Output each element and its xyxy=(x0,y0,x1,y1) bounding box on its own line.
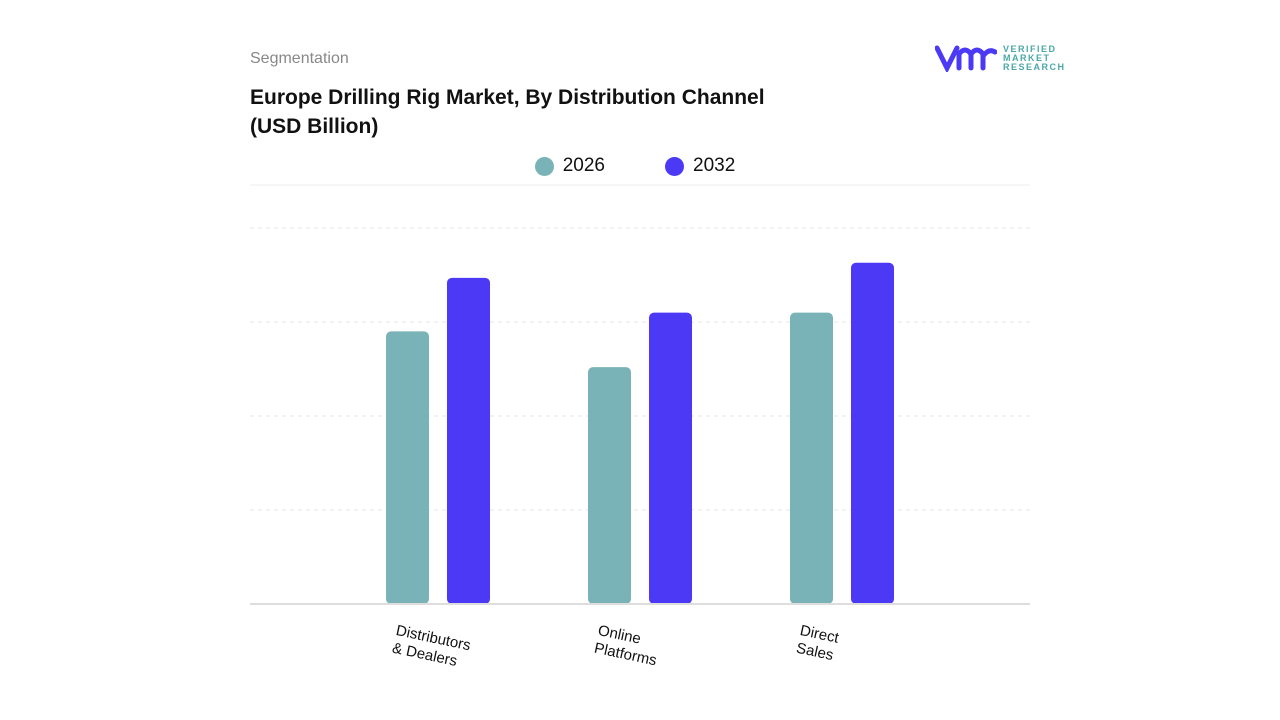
bar-2032 xyxy=(649,312,692,604)
legend-label: 2026 xyxy=(562,155,605,176)
legend-dot xyxy=(534,156,554,176)
bar-2032 xyxy=(851,262,894,604)
chart-title: Europe Drilling Rig Market, By Distribut… xyxy=(250,86,765,138)
logo: VERIFIED MARKET RESEARCH xyxy=(935,44,1066,72)
legend-item-2032: 2032 xyxy=(665,155,735,177)
bar-2026 xyxy=(386,331,429,604)
legend-dot xyxy=(665,156,684,176)
legend: 2026 2032 xyxy=(0,155,1280,177)
segment-label: Segmentation xyxy=(250,50,349,67)
legend-label: 2032 xyxy=(693,155,736,176)
bar-2026 xyxy=(790,312,833,604)
legend-item-2026: 2026 xyxy=(534,155,605,177)
bar-2032 xyxy=(447,277,490,604)
vmr-logo-icon xyxy=(935,45,997,72)
bar-2026 xyxy=(588,367,631,604)
